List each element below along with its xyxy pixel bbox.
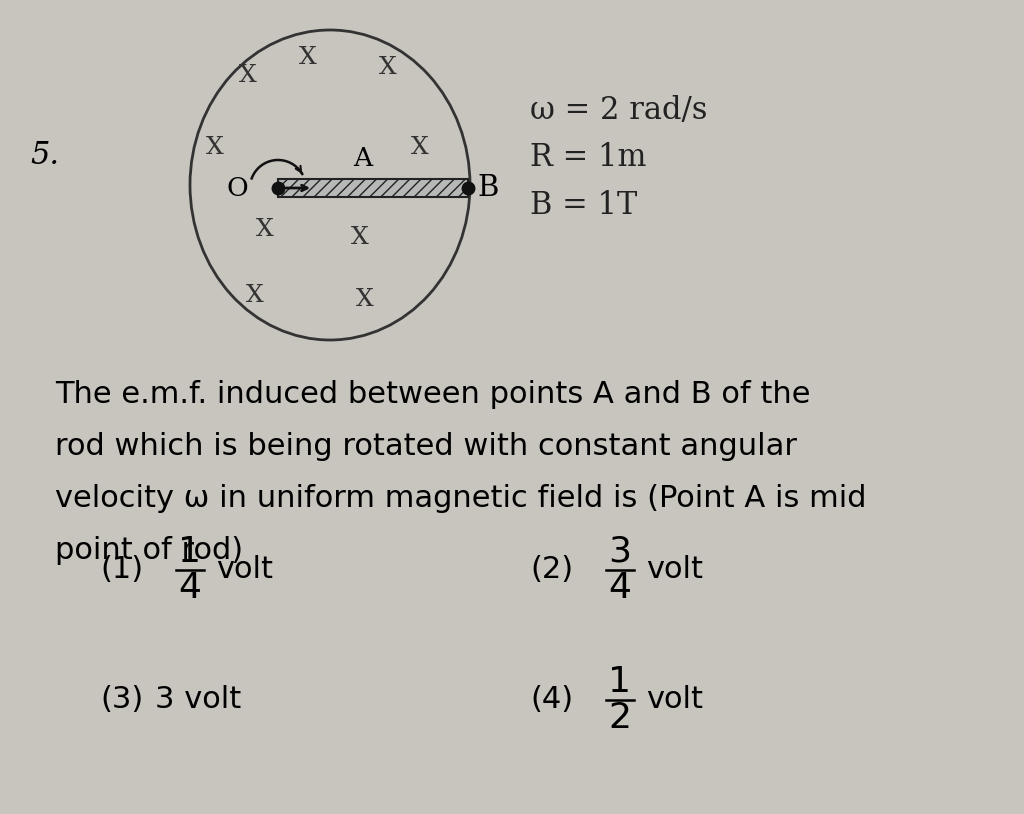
Text: point of rod): point of rod): [55, 536, 243, 565]
Text: X: X: [246, 283, 264, 307]
Text: 1: 1: [608, 665, 632, 699]
Text: X: X: [240, 63, 257, 86]
Text: (3): (3): [100, 685, 143, 715]
Text: X: X: [379, 56, 397, 80]
Text: velocity ω in uniform magnetic field is (Point A is mid: velocity ω in uniform magnetic field is …: [55, 484, 866, 513]
Text: (1): (1): [100, 555, 143, 584]
Text: X: X: [356, 288, 374, 312]
Text: ω = 2 rad/s: ω = 2 rad/s: [530, 94, 708, 125]
Text: volt: volt: [216, 555, 273, 584]
Text: R = 1m: R = 1m: [530, 142, 646, 173]
Text: 3: 3: [608, 535, 632, 569]
Text: 2: 2: [608, 701, 632, 735]
Text: (2): (2): [530, 555, 573, 584]
Text: 3 volt: 3 volt: [155, 685, 242, 715]
Text: 1: 1: [178, 535, 202, 569]
Text: 4: 4: [608, 571, 632, 605]
Text: X: X: [256, 218, 273, 242]
Bar: [278, 179, 468, 197]
Text: B: B: [477, 174, 499, 202]
Text: X: X: [299, 46, 316, 69]
Text: 4: 4: [178, 571, 202, 605]
Text: rod which is being rotated with constant angular: rod which is being rotated with constant…: [55, 432, 797, 461]
Text: (4): (4): [530, 685, 573, 715]
Text: volt: volt: [646, 555, 703, 584]
Text: X: X: [411, 137, 429, 160]
Text: X: X: [206, 137, 224, 160]
Text: A: A: [353, 146, 373, 170]
Text: volt: volt: [646, 685, 703, 715]
Text: The e.m.f. induced between points A and B of the: The e.m.f. induced between points A and …: [55, 380, 811, 409]
Text: B = 1T: B = 1T: [530, 190, 637, 221]
Text: 5.: 5.: [30, 139, 59, 170]
Text: O: O: [226, 176, 248, 200]
Text: X: X: [351, 226, 369, 250]
